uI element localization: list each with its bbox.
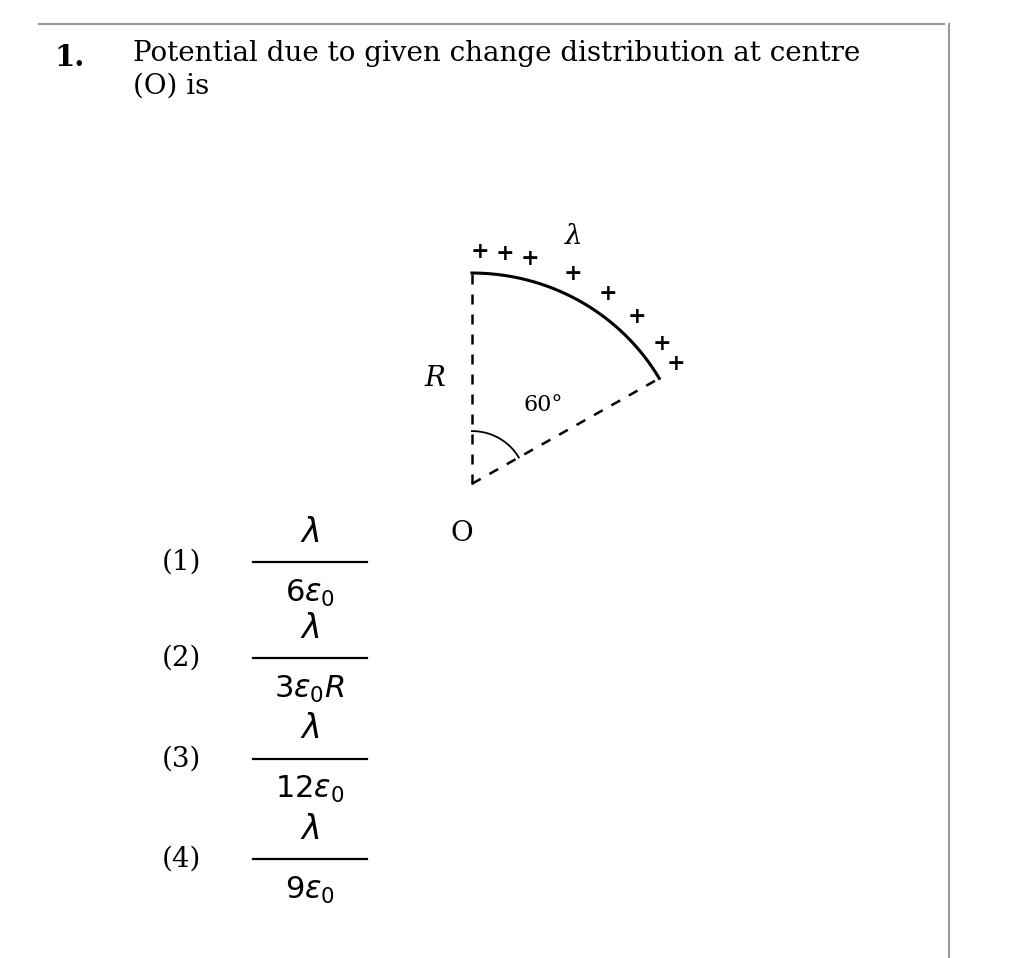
Text: +: + [599, 283, 617, 305]
Text: +: + [652, 333, 672, 355]
Text: +: + [667, 354, 685, 376]
Text: $12\varepsilon_0$: $12\varepsilon_0$ [275, 774, 344, 805]
Text: $3\varepsilon_0 R$: $3\varepsilon_0 R$ [274, 673, 345, 704]
Text: O: O [451, 520, 473, 547]
Text: (1): (1) [162, 549, 202, 576]
Text: $6\varepsilon_0$: $6\varepsilon_0$ [285, 578, 335, 608]
Text: $\lambda$: $\lambda$ [300, 814, 319, 846]
Text: Potential due to given change distribution at centre: Potential due to given change distributi… [133, 40, 860, 67]
Text: 60°: 60° [523, 394, 563, 416]
Text: $9\varepsilon_0$: $9\varepsilon_0$ [285, 875, 335, 905]
Text: +: + [520, 248, 539, 270]
Text: $\lambda$: $\lambda$ [300, 714, 319, 745]
Text: (2): (2) [162, 645, 202, 672]
Text: (3): (3) [162, 745, 202, 772]
Text: R: R [424, 365, 445, 392]
Text: (O) is: (O) is [133, 73, 209, 100]
Text: λ: λ [564, 222, 582, 250]
Text: +: + [471, 241, 489, 263]
Text: +: + [563, 262, 582, 285]
Text: +: + [496, 243, 514, 265]
Text: 1.: 1. [54, 43, 84, 72]
Text: $\lambda$: $\lambda$ [300, 517, 319, 549]
Text: $\lambda$: $\lambda$ [300, 613, 319, 645]
Text: +: + [628, 306, 646, 328]
Text: (4): (4) [162, 846, 202, 873]
